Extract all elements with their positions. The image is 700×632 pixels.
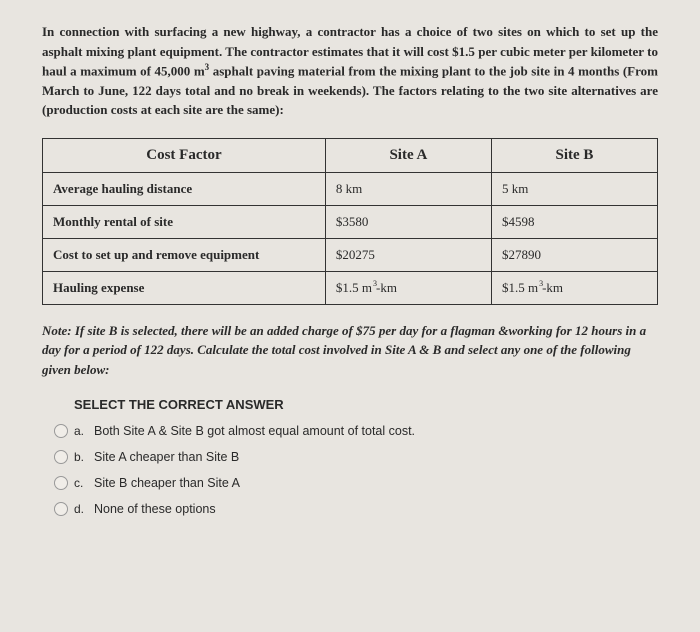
option-letter: b. xyxy=(74,450,88,464)
select-answer-header: SELECT THE CORRECT ANSWER xyxy=(74,397,658,412)
option-a[interactable]: a. Both Site A & Site B got almost equal… xyxy=(54,424,658,438)
option-text: Both Site A & Site B got almost equal am… xyxy=(94,424,415,438)
radio-icon[interactable] xyxy=(54,502,68,516)
table-row: Monthly rental of site $3580 $4598 xyxy=(43,205,658,238)
row-factor: Average hauling distance xyxy=(43,172,326,205)
option-b[interactable]: b. Site A cheaper than Site B xyxy=(54,450,658,464)
cost-factor-table: Cost Factor Site A Site B Average haulin… xyxy=(42,138,658,305)
header-site-a: Site A xyxy=(325,138,491,172)
option-letter: d. xyxy=(74,502,88,516)
row-site-a: $20275 xyxy=(325,238,491,271)
row-site-b: $27890 xyxy=(491,238,657,271)
header-site-b: Site B xyxy=(491,138,657,172)
row-site-a: $1.5 m3-km xyxy=(325,271,491,304)
option-text: Site B cheaper than Site A xyxy=(94,476,240,490)
row-site-b: $1.5 m3-km xyxy=(491,271,657,304)
table-row: Average hauling distance 8 km 5 km xyxy=(43,172,658,205)
radio-icon[interactable] xyxy=(54,476,68,490)
table-row: Cost to set up and remove equipment $202… xyxy=(43,238,658,271)
option-letter: a. xyxy=(74,424,88,438)
option-c[interactable]: c. Site B cheaper than Site A xyxy=(54,476,658,490)
table-header-row: Cost Factor Site A Site B xyxy=(43,138,658,172)
note-body: If site B is selected, there will be an … xyxy=(42,323,646,377)
row-factor: Monthly rental of site xyxy=(43,205,326,238)
option-d[interactable]: d. None of these options xyxy=(54,502,658,516)
radio-icon[interactable] xyxy=(54,424,68,438)
option-letter: c. xyxy=(74,476,88,490)
row-site-a: $3580 xyxy=(325,205,491,238)
note-section: Note: If site B is selected, there will … xyxy=(42,321,658,380)
option-text: Site A cheaper than Site B xyxy=(94,450,239,464)
note-label: Note: xyxy=(42,323,72,338)
problem-statement: In connection with surfacing a new highw… xyxy=(42,22,658,120)
row-factor: Cost to set up and remove equipment xyxy=(43,238,326,271)
row-site-b: $4598 xyxy=(491,205,657,238)
header-cost-factor: Cost Factor xyxy=(43,138,326,172)
row-site-b: 5 km xyxy=(491,172,657,205)
option-text: None of these options xyxy=(94,502,216,516)
radio-icon[interactable] xyxy=(54,450,68,464)
row-site-a: 8 km xyxy=(325,172,491,205)
row-factor: Hauling expense xyxy=(43,271,326,304)
table-row: Hauling expense $1.5 m3-km $1.5 m3-km xyxy=(43,271,658,304)
